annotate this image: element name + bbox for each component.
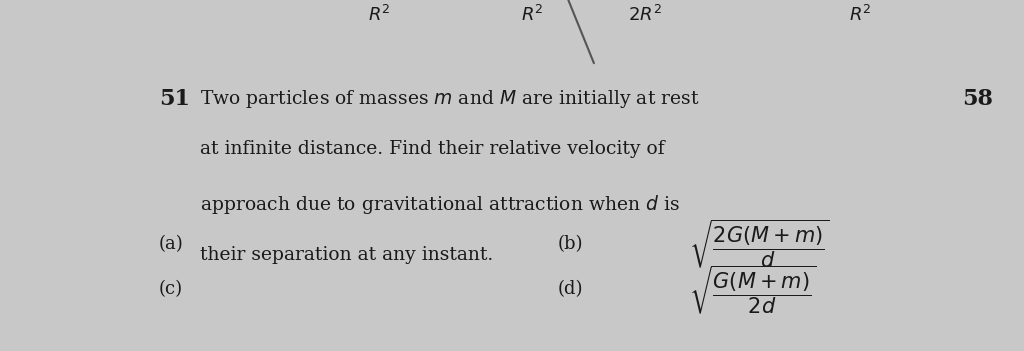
Text: $\sqrt{\dfrac{G(M+m)}{2d}}$: $\sqrt{\dfrac{G(M+m)}{2d}}$ — [689, 263, 817, 316]
Text: $R^2$: $R^2$ — [849, 5, 871, 25]
Text: (b): (b) — [558, 235, 584, 253]
Text: their separation at any instant.: their separation at any instant. — [200, 246, 493, 264]
Text: (d): (d) — [558, 280, 584, 299]
Text: 58: 58 — [963, 88, 993, 110]
Text: 51: 51 — [159, 88, 189, 110]
Text: (a): (a) — [159, 235, 183, 253]
Text: Two particles of masses $m$ and $M$ are initially at rest: Two particles of masses $m$ and $M$ are … — [200, 88, 699, 110]
Text: approach due to gravitational attraction when $d$ is: approach due to gravitational attraction… — [200, 193, 680, 216]
Text: $\sqrt{\dfrac{2G(M+m)}{d}}$: $\sqrt{\dfrac{2G(M+m)}{d}}$ — [689, 218, 830, 270]
Text: $2R^2$: $2R^2$ — [628, 5, 663, 25]
Text: $R^2$: $R^2$ — [521, 5, 544, 25]
Text: $R^2$: $R^2$ — [368, 5, 390, 25]
Text: (c): (c) — [159, 280, 183, 299]
Text: at infinite distance. Find their relative velocity of: at infinite distance. Find their relativ… — [200, 140, 665, 158]
